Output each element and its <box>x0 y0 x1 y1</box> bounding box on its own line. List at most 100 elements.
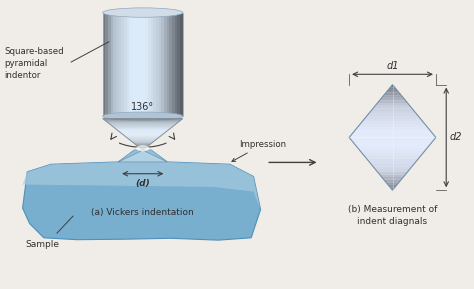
Bar <box>143 12 146 116</box>
Bar <box>175 12 177 116</box>
Polygon shape <box>365 156 421 159</box>
Ellipse shape <box>136 145 149 151</box>
Bar <box>172 12 175 116</box>
Polygon shape <box>373 166 412 169</box>
Bar <box>167 12 170 116</box>
Polygon shape <box>356 127 429 129</box>
Polygon shape <box>121 133 164 134</box>
Bar <box>124 12 127 116</box>
Polygon shape <box>354 143 431 145</box>
Polygon shape <box>371 164 414 166</box>
Bar <box>103 12 105 116</box>
Polygon shape <box>108 123 177 124</box>
Ellipse shape <box>103 8 183 17</box>
Polygon shape <box>360 151 425 153</box>
Polygon shape <box>139 147 147 148</box>
Polygon shape <box>384 180 401 182</box>
Polygon shape <box>365 116 421 119</box>
Polygon shape <box>131 141 155 142</box>
Polygon shape <box>23 150 261 210</box>
Polygon shape <box>137 146 148 147</box>
Polygon shape <box>358 124 427 127</box>
Polygon shape <box>103 118 183 120</box>
Polygon shape <box>388 185 397 188</box>
Bar <box>156 12 159 116</box>
Text: Square-based
pyramidal
indentor: Square-based pyramidal indentor <box>4 47 64 80</box>
Polygon shape <box>373 106 412 108</box>
Polygon shape <box>123 134 163 136</box>
Bar <box>177 12 180 116</box>
Bar <box>135 12 137 116</box>
Bar <box>113 12 116 116</box>
Polygon shape <box>390 188 395 190</box>
Bar <box>170 12 172 116</box>
Bar <box>140 12 143 116</box>
Polygon shape <box>349 138 436 140</box>
Bar <box>121 12 124 116</box>
Polygon shape <box>380 174 406 177</box>
Polygon shape <box>120 132 165 133</box>
Polygon shape <box>380 98 406 101</box>
Polygon shape <box>384 92 401 95</box>
Polygon shape <box>135 144 151 145</box>
Polygon shape <box>115 128 171 129</box>
Polygon shape <box>386 182 399 185</box>
Polygon shape <box>141 149 144 150</box>
Polygon shape <box>390 85 395 87</box>
Bar <box>132 12 135 116</box>
Bar <box>148 12 151 116</box>
Polygon shape <box>354 129 431 132</box>
Polygon shape <box>107 122 179 123</box>
Bar <box>116 12 118 116</box>
Polygon shape <box>128 139 157 140</box>
Bar <box>154 12 156 116</box>
Polygon shape <box>104 120 182 121</box>
Polygon shape <box>388 87 397 90</box>
Polygon shape <box>118 130 168 131</box>
Polygon shape <box>113 127 172 128</box>
Text: (d): (d) <box>136 179 150 188</box>
Polygon shape <box>118 131 167 132</box>
Polygon shape <box>375 103 410 106</box>
Polygon shape <box>116 129 170 130</box>
Bar <box>103 12 183 116</box>
Polygon shape <box>377 172 408 174</box>
Polygon shape <box>377 101 408 103</box>
Polygon shape <box>375 169 410 172</box>
Polygon shape <box>366 114 419 116</box>
Text: Sample: Sample <box>26 240 60 249</box>
Bar <box>162 12 164 116</box>
Ellipse shape <box>103 112 183 121</box>
Text: Impression: Impression <box>232 140 286 162</box>
Bar <box>108 12 111 116</box>
Polygon shape <box>369 161 416 164</box>
Polygon shape <box>133 143 152 144</box>
Polygon shape <box>140 148 146 149</box>
Bar <box>129 12 132 116</box>
Bar <box>137 12 140 116</box>
Polygon shape <box>362 119 423 122</box>
Polygon shape <box>351 140 434 143</box>
Text: (a) Vickers indentation: (a) Vickers indentation <box>91 208 194 217</box>
Polygon shape <box>112 126 173 127</box>
Bar <box>159 12 162 116</box>
Polygon shape <box>129 140 156 141</box>
Bar <box>111 12 113 116</box>
Bar <box>118 12 121 116</box>
Polygon shape <box>362 153 423 156</box>
Polygon shape <box>358 148 427 151</box>
Polygon shape <box>369 111 416 114</box>
Text: d2: d2 <box>450 132 463 142</box>
Polygon shape <box>360 122 425 124</box>
Polygon shape <box>127 138 159 139</box>
Polygon shape <box>356 145 429 148</box>
Bar <box>180 12 183 116</box>
Polygon shape <box>126 136 160 138</box>
Polygon shape <box>382 95 403 98</box>
Bar <box>164 12 167 116</box>
Text: d1: d1 <box>386 61 399 71</box>
Polygon shape <box>118 150 167 162</box>
Polygon shape <box>132 142 154 143</box>
Text: (b) Measurement of
indent diagnals: (b) Measurement of indent diagnals <box>348 205 437 226</box>
Bar <box>146 12 148 116</box>
